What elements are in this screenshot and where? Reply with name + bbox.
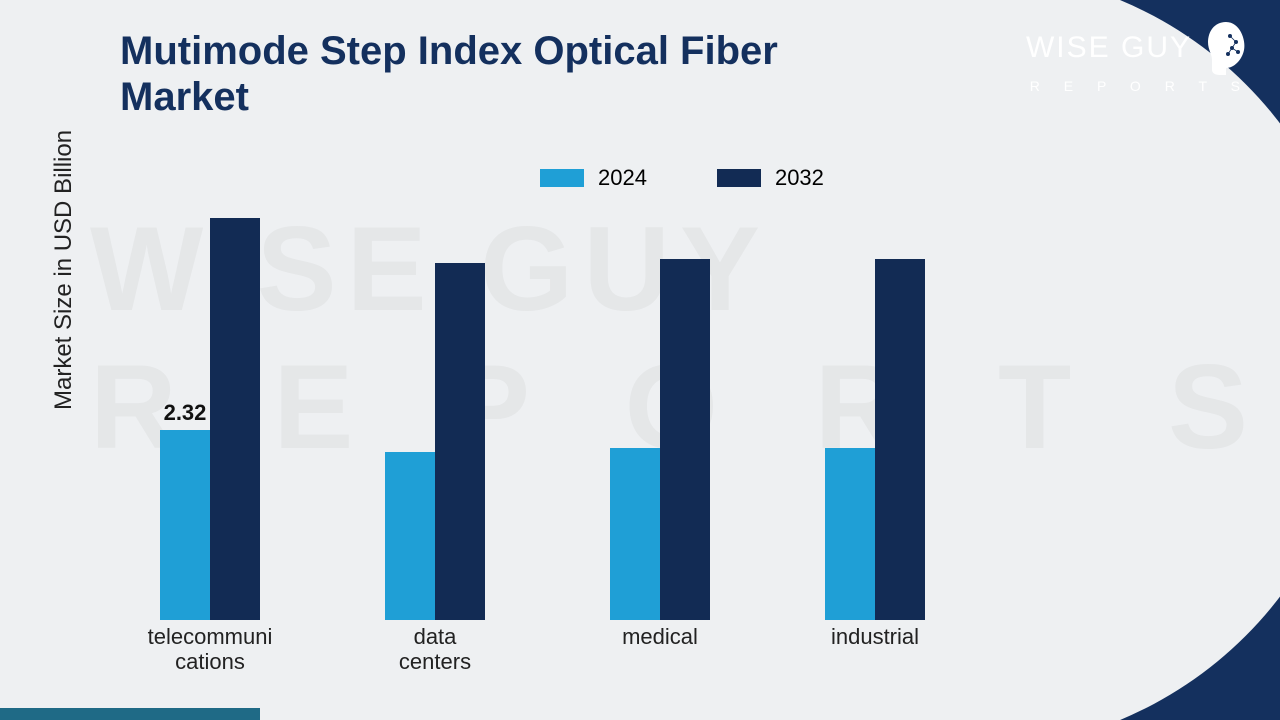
bar-group <box>610 259 710 620</box>
legend-label-a: 2024 <box>598 165 647 191</box>
bar-value-label: 2.32 <box>164 400 207 426</box>
logo-sub-text: R E P O R T S <box>1026 78 1250 94</box>
bar-2032 <box>875 259 925 620</box>
bar-2024 <box>825 448 875 620</box>
x-axis-label: industrial <box>790 624 960 649</box>
legend-label-b: 2032 <box>775 165 824 191</box>
legend-item-2024: 2024 <box>540 165 647 191</box>
bar-2024 <box>610 448 660 620</box>
legend-item-2032: 2032 <box>717 165 824 191</box>
bar-group <box>825 259 925 620</box>
x-axis-label: datacenters <box>350 624 520 675</box>
legend-swatch-b <box>717 169 761 187</box>
brand-logo: WISE GUY R E P O R T S <box>1026 20 1250 94</box>
bar-2032 <box>660 259 710 620</box>
x-axis-label: medical <box>575 624 745 649</box>
bar-2024: 2.32 <box>160 430 210 620</box>
legend: 2024 2032 <box>540 165 824 191</box>
logo-main-text: WISE GUY <box>1026 31 1192 65</box>
head-icon <box>1202 20 1250 76</box>
legend-swatch-a <box>540 169 584 187</box>
x-axis-label: telecommunications <box>125 624 295 675</box>
bar-2032 <box>435 263 485 620</box>
chart-stage: WISE GUY R E P O R T S Mutimode Step Ind… <box>0 0 1280 720</box>
plot-area: 2.32 <box>120 210 990 620</box>
y-axis-label: Market Size in USD Billion <box>50 130 78 410</box>
bottom-accent-bar <box>0 708 260 720</box>
bar-2032 <box>210 218 260 620</box>
chart-title: Mutimode Step Index Optical Fiber Market <box>120 28 860 120</box>
bar-2024 <box>385 452 435 620</box>
bar-group <box>385 263 485 620</box>
bar-group: 2.32 <box>160 218 260 620</box>
